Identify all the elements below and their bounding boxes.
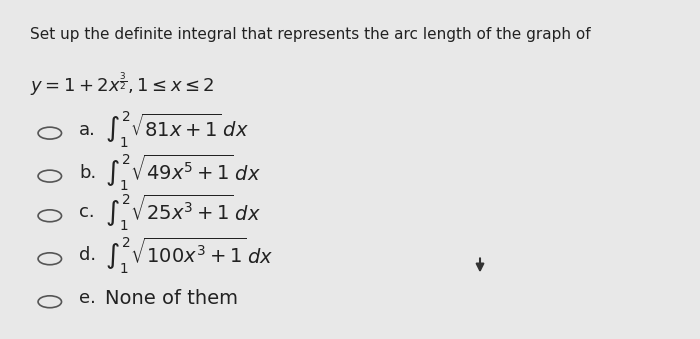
Text: d.: d. [79,246,97,264]
Text: $\int_{1}^{2} \sqrt{49x^5 + 1}\,dx$: $\int_{1}^{2} \sqrt{49x^5 + 1}\,dx$ [105,153,261,193]
Text: $\int_{1}^{2} \sqrt{100x^3 + 1}\,dx$: $\int_{1}^{2} \sqrt{100x^3 + 1}\,dx$ [105,235,274,276]
Text: $y = 1 + 2x^{\frac{3}{2}}, 1 \leq x \leq 2$: $y = 1 + 2x^{\frac{3}{2}}, 1 \leq x \leq… [30,70,215,98]
Text: b.: b. [79,164,97,182]
Text: c.: c. [79,203,95,221]
Text: a.: a. [79,121,96,139]
Text: Set up the definite integral that represents the arc length of the graph of: Set up the definite integral that repres… [30,27,591,42]
Text: None of them: None of them [105,289,238,308]
Text: $\int_{1}^{2} \sqrt{81x + 1}\,dx$: $\int_{1}^{2} \sqrt{81x + 1}\,dx$ [105,110,249,150]
Text: e.: e. [79,290,96,307]
Text: $\int_{1}^{2} \sqrt{25x^3 + 1}\,dx$: $\int_{1}^{2} \sqrt{25x^3 + 1}\,dx$ [105,192,261,233]
